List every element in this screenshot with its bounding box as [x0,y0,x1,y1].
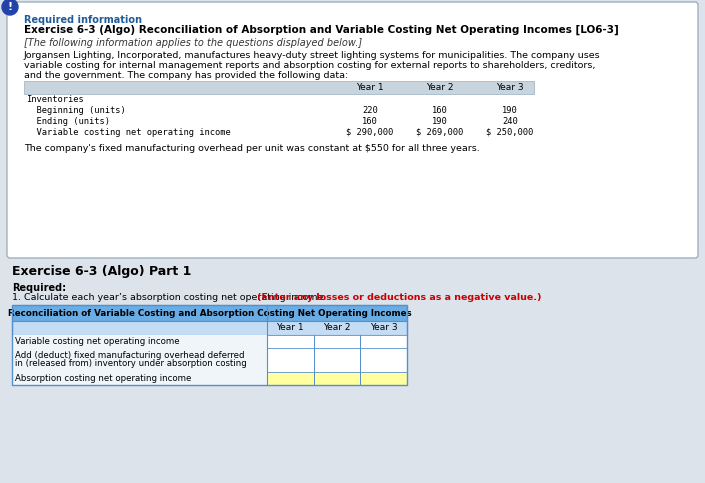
Bar [12,335,407,348]
Text: Year 1: Year 1 [356,83,384,92]
Text: Ending (units): Ending (units) [26,117,110,126]
Bar [12,305,407,385]
Text: !: ! [8,2,13,12]
Text: Jorgansen Lighting, Incorporated, manufactures heavy-duty street lighting system: Jorgansen Lighting, Incorporated, manufa… [24,51,601,60]
Text: Required:: Required: [12,283,66,293]
Text: Variable costing net operating income: Variable costing net operating income [15,337,180,346]
Text: 220: 220 [362,106,378,115]
Bar [12,348,407,372]
Text: $ 250,000: $ 250,000 [486,128,534,137]
Bar [360,372,407,385]
Text: $ 290,000: $ 290,000 [346,128,393,137]
Text: Add (deduct) fixed manufacturing overhead deferred: Add (deduct) fixed manufacturing overhea… [15,351,245,359]
Text: Year 2: Year 2 [427,83,454,92]
Text: 190: 190 [432,117,448,126]
Bar [267,372,314,385]
Bar [314,335,360,348]
Text: Year 3: Year 3 [370,324,398,332]
Text: 160: 160 [432,106,448,115]
Bar [12,348,267,372]
Text: and the government. The company has provided the following data:: and the government. The company has prov… [24,71,348,80]
Text: in (released from) inventory under absorption costing: in (released from) inventory under absor… [15,359,247,369]
Text: Absorption costing net operating income: Absorption costing net operating income [15,374,191,383]
Bar [314,348,360,372]
Text: Variable costing net operating income: Variable costing net operating income [26,128,231,137]
Text: (Enter any losses or deductions as a negative value.): (Enter any losses or deductions as a neg… [257,293,541,302]
Bar [360,348,407,372]
Text: 1. Calculate each year’s absorption costing net operating income.: 1. Calculate each year’s absorption cost… [12,293,329,302]
Text: $ 269,000: $ 269,000 [417,128,464,137]
Text: 240: 240 [502,117,518,126]
Text: Reconciliation of Variable Costing and Absorption Costing Net Operating Incomes: Reconciliation of Variable Costing and A… [8,309,412,317]
Text: Exercise 6-3 (Algo) Reconciliation of Absorption and Variable Costing Net Operat: Exercise 6-3 (Algo) Reconciliation of Ab… [24,25,619,35]
Bar [12,372,407,385]
Circle shape [2,0,18,15]
Text: 190: 190 [502,106,518,115]
Bar [360,335,407,348]
Bar [24,81,534,94]
Text: The company's fixed manufacturing overhead per unit was constant at $550 for all: The company's fixed manufacturing overhe… [24,144,479,153]
Bar [12,335,267,348]
Text: Year 3: Year 3 [496,83,524,92]
Text: variable costing for internal management reports and absorption costing for exte: variable costing for internal management… [24,61,596,70]
Text: Inventories: Inventories [26,95,84,104]
Bar [12,372,267,385]
Text: [The following information applies to the questions displayed below.]: [The following information applies to th… [24,38,362,48]
Text: Year 2: Year 2 [324,324,351,332]
Text: Year 1: Year 1 [276,324,304,332]
Text: Exercise 6-3 (Algo) Part 1: Exercise 6-3 (Algo) Part 1 [12,265,191,278]
Text: Required information: Required information [24,15,142,25]
Text: 160: 160 [362,117,378,126]
Bar [12,305,407,321]
Bar [314,372,360,385]
Bar [267,348,314,372]
Bar [12,321,407,335]
Text: Beginning (units): Beginning (units) [26,106,125,115]
Bar [267,335,314,348]
FancyBboxPatch shape [7,2,698,258]
